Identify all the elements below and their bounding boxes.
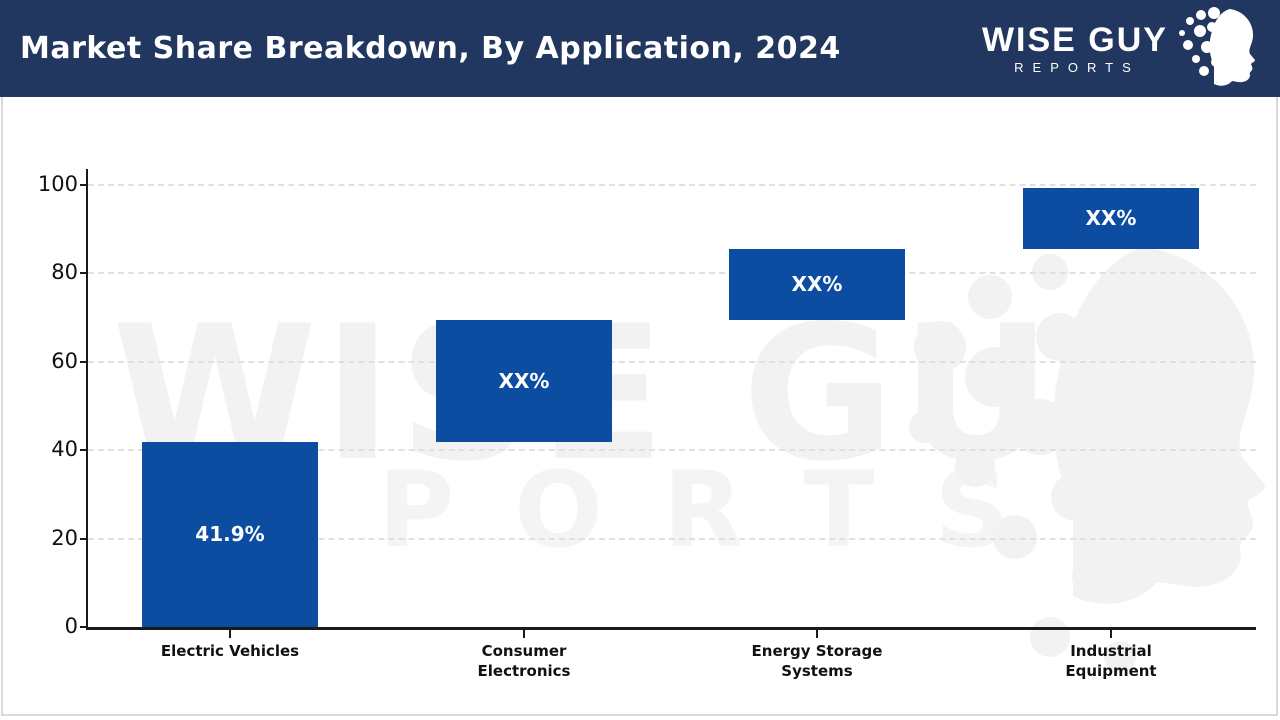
- gridline-y80: [88, 272, 1256, 275]
- brand-logo-text: WISE GUY REPORTS: [982, 23, 1168, 75]
- header-bar: Market Share Breakdown, By Application, …: [0, 0, 1280, 97]
- gridline-y100: [88, 184, 1256, 186]
- chart-title: Market Share Breakdown, By Application, …: [20, 31, 841, 66]
- x-tick-2: [816, 630, 818, 638]
- watermark-text-line2: P O R T S: [378, 449, 1022, 571]
- brand-face-icon: [1174, 6, 1258, 91]
- y-tick-40: [80, 449, 88, 452]
- y-tick-60: [80, 360, 88, 363]
- bar-value-label-2: XX%: [791, 272, 843, 297]
- bar-0: [142, 441, 318, 627]
- x-tick-3: [1110, 630, 1112, 638]
- gridline-y20: [88, 537, 1256, 540]
- y-tick-label-60: 60: [51, 348, 78, 373]
- x-tick-1: [523, 630, 525, 638]
- y-tick-label-100: 100: [37, 172, 78, 196]
- y-tick-80: [80, 272, 88, 275]
- y-tick-100: [80, 184, 88, 186]
- bar-value-label-3: XX%: [1085, 206, 1137, 231]
- y-axis-line: [86, 169, 88, 629]
- bar-1: [436, 319, 612, 442]
- y-tick-0: [80, 626, 88, 628]
- brand-subname: REPORTS: [1014, 59, 1140, 75]
- watermark-face-icon: [880, 217, 1270, 701]
- x-category-label-0: Electric Vehicles: [160, 642, 300, 660]
- y-tick-20: [80, 537, 88, 540]
- chart-panel: WISE GUY P O R T S: [0, 97, 1280, 720]
- y-tick-label-80: 80: [51, 260, 78, 285]
- x-category-label-3: Industrial Equipment: [1065, 642, 1157, 681]
- x-axis-line: [86, 627, 1256, 630]
- bar-value-label-1: XX%: [498, 368, 550, 393]
- bar-3: [1023, 188, 1199, 249]
- x-category-label-2: Energy Storage Systems: [751, 642, 883, 681]
- bar-value-label-0: 41.9%: [195, 522, 265, 547]
- gridline-y40: [88, 449, 1256, 452]
- x-category-label-1: Consumer Electronics: [477, 642, 571, 681]
- brand-logo: WISE GUY REPORTS: [982, 6, 1258, 91]
- y-tick-label-0: 0: [64, 614, 78, 638]
- bar-2: [729, 248, 905, 320]
- brand-name: WISE GUY: [981, 20, 1168, 59]
- y-tick-label-40: 40: [51, 437, 78, 462]
- x-tick-0: [229, 630, 231, 638]
- gridline-y60: [88, 360, 1256, 363]
- y-tick-label-20: 20: [51, 525, 78, 550]
